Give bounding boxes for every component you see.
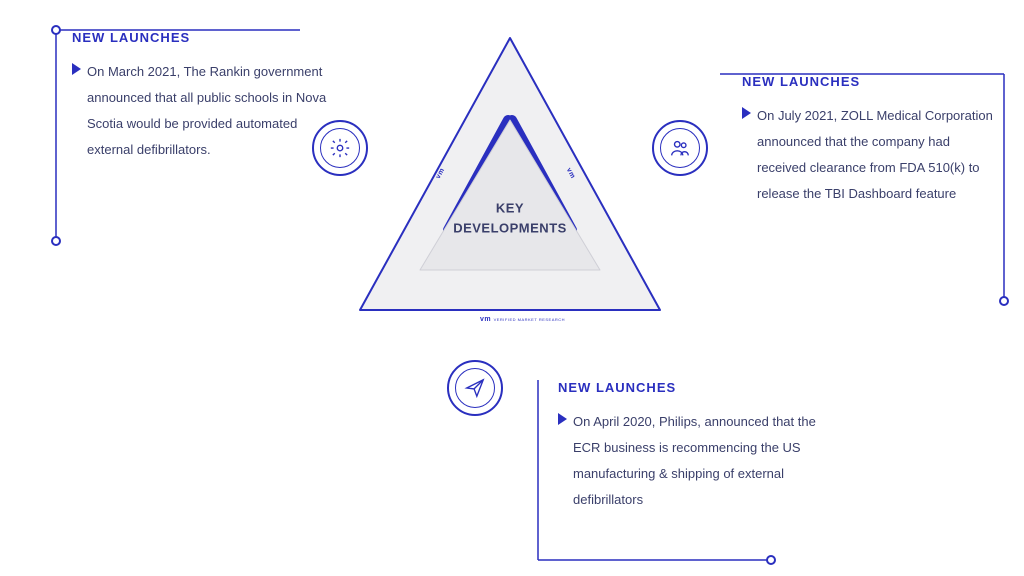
center-line2: DEVELOPMENTS <box>453 218 567 238</box>
connector-dot <box>51 25 61 35</box>
left-body: On March 2021, The Rankin government ann… <box>87 59 332 163</box>
people-icon-badge <box>652 120 708 176</box>
triangle-center: KEY DEVELOPMENTS vm VERIFIED MARKET RESE… <box>340 20 680 340</box>
paper-plane-icon <box>464 377 486 399</box>
center-line1: KEY <box>453 199 567 219</box>
vm-logo: vm VERIFIED MARKET RESEARCH <box>480 316 565 323</box>
paper-plane-icon-badge <box>447 360 503 416</box>
connector-dot <box>999 296 1009 306</box>
connector-dot <box>51 236 61 246</box>
left-block: NEW LAUNCHES On March 2021, The Rankin g… <box>72 30 332 163</box>
triangle-inner <box>410 110 610 280</box>
bullet-arrow-icon <box>72 63 81 75</box>
right-body: On July 2021, ZOLL Medical Corporation a… <box>757 103 1002 207</box>
right-title: NEW LAUNCHES <box>742 74 1002 89</box>
left-title: NEW LAUNCHES <box>72 30 332 45</box>
bottom-title: NEW LAUNCHES <box>558 380 818 395</box>
people-icon <box>669 137 691 159</box>
connector-dot <box>766 555 776 565</box>
bullet-arrow-icon <box>742 107 751 119</box>
right-block: NEW LAUNCHES On July 2021, ZOLL Medical … <box>742 74 1002 207</box>
bullet-arrow-icon <box>558 413 567 425</box>
bottom-body: On April 2020, Philips, announced that t… <box>573 409 818 513</box>
infographic-canvas: KEY DEVELOPMENTS vm VERIFIED MARKET RESE… <box>0 0 1024 576</box>
gear-icon <box>329 137 351 159</box>
triangle-label: KEY DEVELOPMENTS <box>453 199 567 238</box>
bottom-block: NEW LAUNCHES On April 2020, Philips, ann… <box>558 380 818 513</box>
